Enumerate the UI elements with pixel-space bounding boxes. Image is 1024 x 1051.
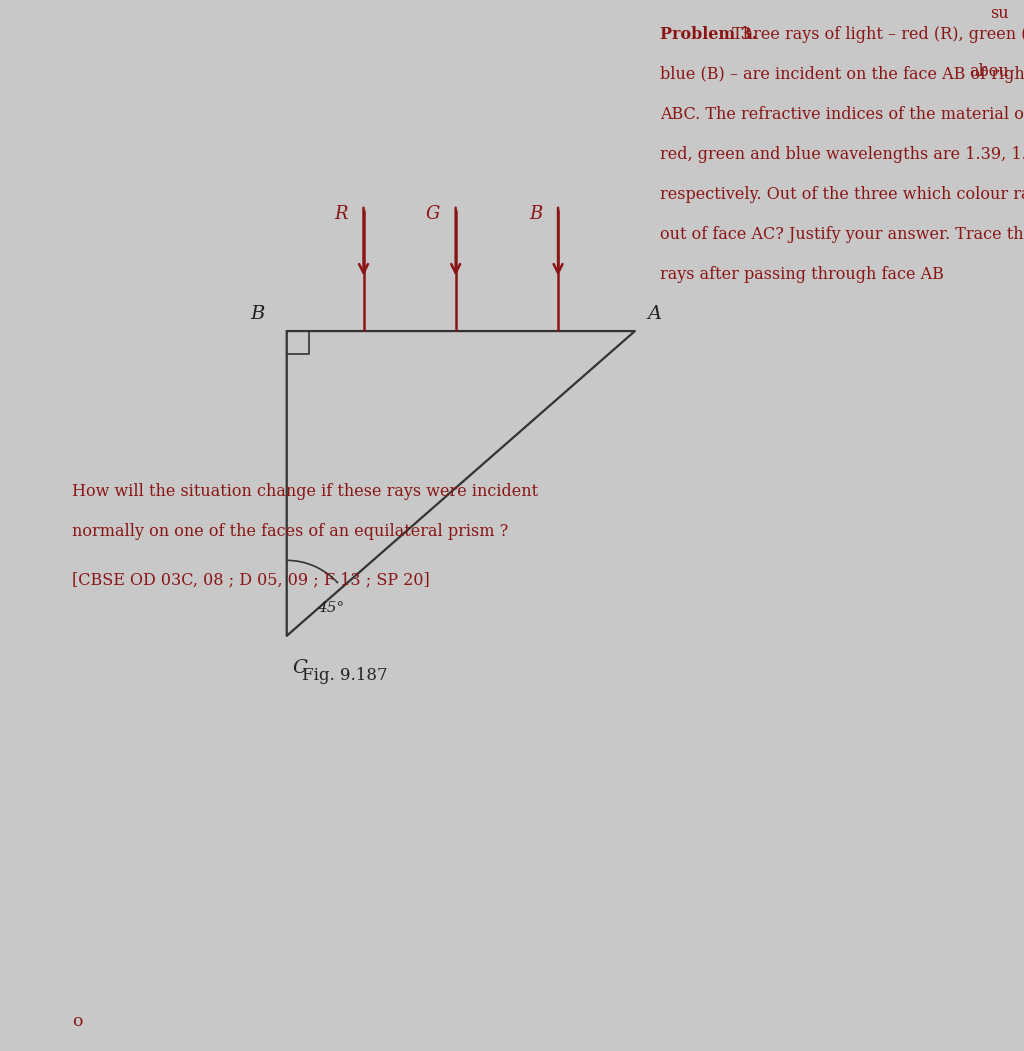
Text: out of face AC? Justify your answer. Trace the path of these: out of face AC? Justify your answer. Tra… [660, 226, 1024, 243]
Text: How will the situation change if these rays were incident: How will the situation change if these r… [72, 483, 538, 500]
Text: 45°: 45° [317, 601, 344, 615]
Text: B: B [529, 205, 543, 223]
Text: [CBSE OD 03C, 08 ; D 05, 09 ; F 13 ; SP 20]: [CBSE OD 03C, 08 ; D 05, 09 ; F 13 ; SP … [72, 572, 429, 589]
Text: C: C [292, 659, 307, 677]
Text: Fig. 9.187: Fig. 9.187 [302, 667, 388, 684]
Text: G: G [426, 205, 440, 223]
Text: normally on one of the faces of an equilateral prism ?: normally on one of the faces of an equil… [72, 523, 508, 540]
Text: rays after passing through face AB: rays after passing through face AB [660, 266, 944, 283]
Text: Problem 3.: Problem 3. [660, 26, 758, 43]
Text: respectively. Out of the three which colour ray will emerge: respectively. Out of the three which col… [660, 186, 1024, 203]
Text: abou: abou [969, 63, 1009, 80]
Text: B: B [250, 305, 264, 323]
Text: Three rays of light – red (R), green (G) and: Three rays of light – red (R), green (G)… [727, 26, 1024, 43]
Text: ABC. The refractive indices of the material of the prism for: ABC. The refractive indices of the mater… [660, 106, 1024, 123]
Text: su: su [990, 5, 1009, 22]
Text: o: o [72, 1013, 82, 1030]
Text: R: R [335, 205, 348, 223]
Text: red, green and blue wavelengths are 1.39, 1.44 and 1.47: red, green and blue wavelengths are 1.39… [660, 146, 1024, 163]
Text: A: A [647, 305, 662, 323]
Text: blue (B) – are incident on the face AB of right-angled prism: blue (B) – are incident on the face AB o… [660, 66, 1024, 83]
